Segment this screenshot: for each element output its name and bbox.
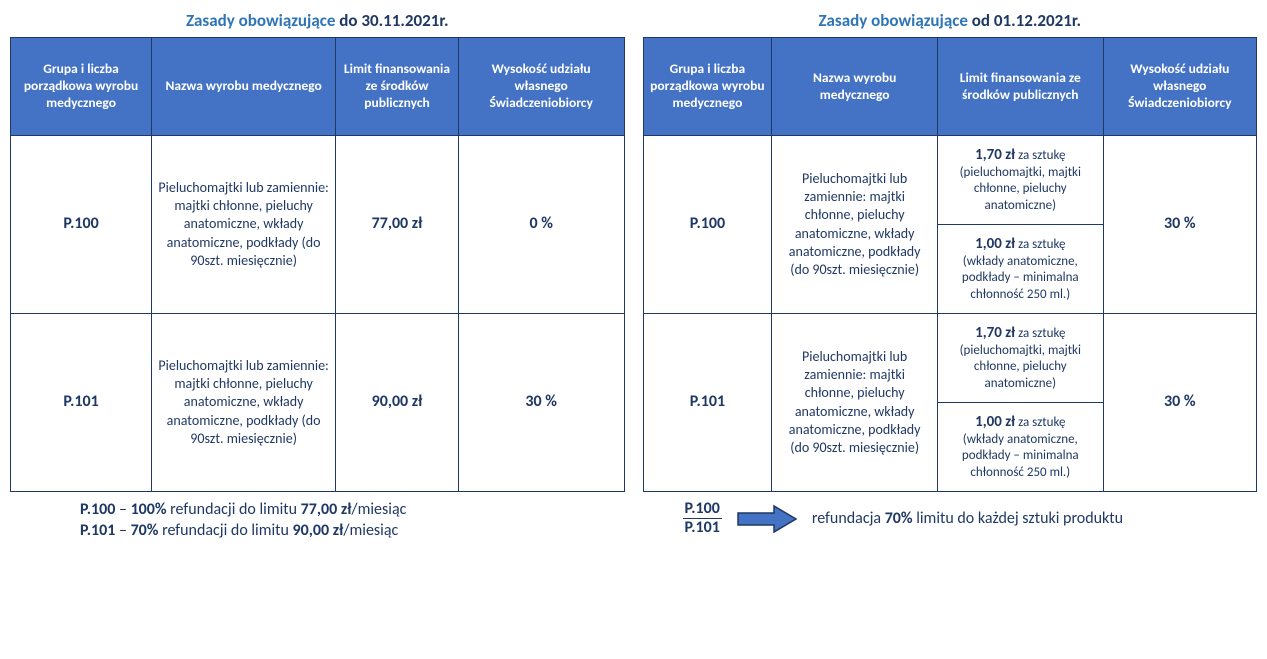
- table-row: P.100 Pieluchomajtki lub zamiennie: majt…: [643, 136, 1257, 225]
- footer-before: P.100 – 100% refundacji do limitu 77,00 …: [10, 500, 625, 540]
- cell-code: P.101: [11, 314, 152, 492]
- th-group: Grupa i liczba porządkowa wyrobu medyczn…: [643, 38, 772, 136]
- limit-note: (pieluchomajtki, majtki chłonne, pieluch…: [960, 343, 1081, 391]
- table-row: P.101 Pieluchomajtki lub zamiennie: majt…: [643, 314, 1257, 403]
- title-before: Zasady obowiązujące do 30.11.2021r.: [10, 10, 625, 31]
- panel-after: Zasady obowiązujące od 01.12.2021r. Grup…: [643, 10, 1258, 542]
- panel-before: Zasady obowiązujące do 30.11.2021r. Grup…: [10, 10, 625, 542]
- table-row: P.100 Pieluchomajtki lub zamiennie: majt…: [11, 136, 625, 314]
- table-row: P.101 Pieluchomajtki lub zamiennie: majt…: [11, 314, 625, 492]
- footer-pct: 100%: [131, 500, 167, 519]
- footer-code: P.101: [80, 521, 115, 540]
- cell-limit: 90,00 zł: [336, 314, 459, 492]
- footer-amt: 77,00 zł: [301, 500, 352, 519]
- arrow-right-icon: [736, 504, 798, 534]
- cell-share: 30 %: [1103, 136, 1256, 314]
- title-before-suffix: do 30.11.2021r.: [339, 10, 448, 31]
- footer-after: P.100 P.101 refundacja 70% limitu do każ…: [643, 500, 1258, 538]
- limit-note: (pieluchomajtki, majtki chłonne, pieluch…: [960, 165, 1081, 213]
- footer-amt: 90,00 zł: [293, 521, 344, 540]
- cell-desc: Pieluchomajtki lub zamiennie: majtki chł…: [772, 136, 938, 314]
- limit-note: (wkłady anatomiczne, podkłady – minimaln…: [962, 254, 1079, 302]
- th-share: Wysokość udziału własnego Świadczeniobio…: [458, 38, 624, 136]
- title-before-prefix: Zasady obowiązujące: [186, 10, 339, 31]
- cell-desc: Pieluchomajtki lub zamiennie: majtki chł…: [152, 314, 336, 492]
- cell-share: 0 %: [458, 136, 624, 314]
- cell-share: 30 %: [1103, 314, 1256, 492]
- footer-code: P.100: [80, 500, 115, 519]
- th-name: Nazwa wyrobu medycznego: [772, 38, 938, 136]
- cell-code: P.101: [643, 314, 772, 492]
- limit-amt: 1,00 zł: [975, 235, 1015, 253]
- cell-limit-a: 1,70 zł za sztukę (pieluchomajtki, majtk…: [937, 314, 1103, 403]
- th-limit: Limit finansowania ze środków publicznyc…: [336, 38, 459, 136]
- cell-desc: Pieluchomajtki lub zamiennie: majtki chł…: [152, 136, 336, 314]
- cell-limit: 77,00 zł: [336, 136, 459, 314]
- cell-code: P.100: [11, 136, 152, 314]
- cell-share: 30 %: [458, 314, 624, 492]
- table-after: Grupa i liczba porządkowa wyrobu medyczn…: [643, 37, 1258, 492]
- cell-limit-b: 1,00 zł za sztukę (wkłady anatomiczne, p…: [937, 225, 1103, 314]
- footer-code: P.101: [683, 519, 722, 537]
- cell-code: P.100: [643, 136, 772, 314]
- th-limit: Limit finansowania ze środków publicznyc…: [937, 38, 1103, 136]
- th-name: Nazwa wyrobu medycznego: [152, 38, 336, 136]
- footer-line: P.100 – 100% refundacji do limitu 77,00 …: [80, 500, 625, 519]
- title-after-suffix: od 01.12.2021r.: [972, 10, 1081, 31]
- title-after: Zasady obowiązujące od 01.12.2021r.: [643, 10, 1258, 31]
- footer-codes: P.100 P.101: [683, 500, 722, 538]
- limit-amt: 1,00 zł: [975, 413, 1015, 431]
- th-share: Wysokość udziału własnego Świadczeniobio…: [1103, 38, 1256, 136]
- cell-limit-b: 1,00 zł za sztukę (wkłady anatomiczne, p…: [937, 403, 1103, 492]
- limit-amt: 1,70 zł: [975, 146, 1015, 164]
- cell-limit-a: 1,70 zł za sztukę (pieluchomajtki, majtk…: [937, 136, 1103, 225]
- table-before: Grupa i liczba porządkowa wyrobu medyczn…: [10, 37, 625, 492]
- footer-pct: 70%: [131, 521, 159, 540]
- footer-text: refundacja 70% limitu do każdej sztuki p…: [812, 509, 1123, 528]
- cell-desc: Pieluchomajtki lub zamiennie: majtki chł…: [772, 314, 938, 492]
- limit-note: (wkłady anatomiczne, podkłady – minimaln…: [962, 432, 1079, 480]
- title-after-prefix: Zasady obowiązujące: [819, 10, 972, 31]
- footer-line: P.101 – 70% refundacji do limitu 90,00 z…: [80, 521, 625, 540]
- th-group: Grupa i liczba porządkowa wyrobu medyczn…: [11, 38, 152, 136]
- limit-amt: 1,70 zł: [975, 324, 1015, 342]
- footer-pct: 70%: [885, 509, 913, 528]
- footer-code: P.100: [683, 500, 722, 519]
